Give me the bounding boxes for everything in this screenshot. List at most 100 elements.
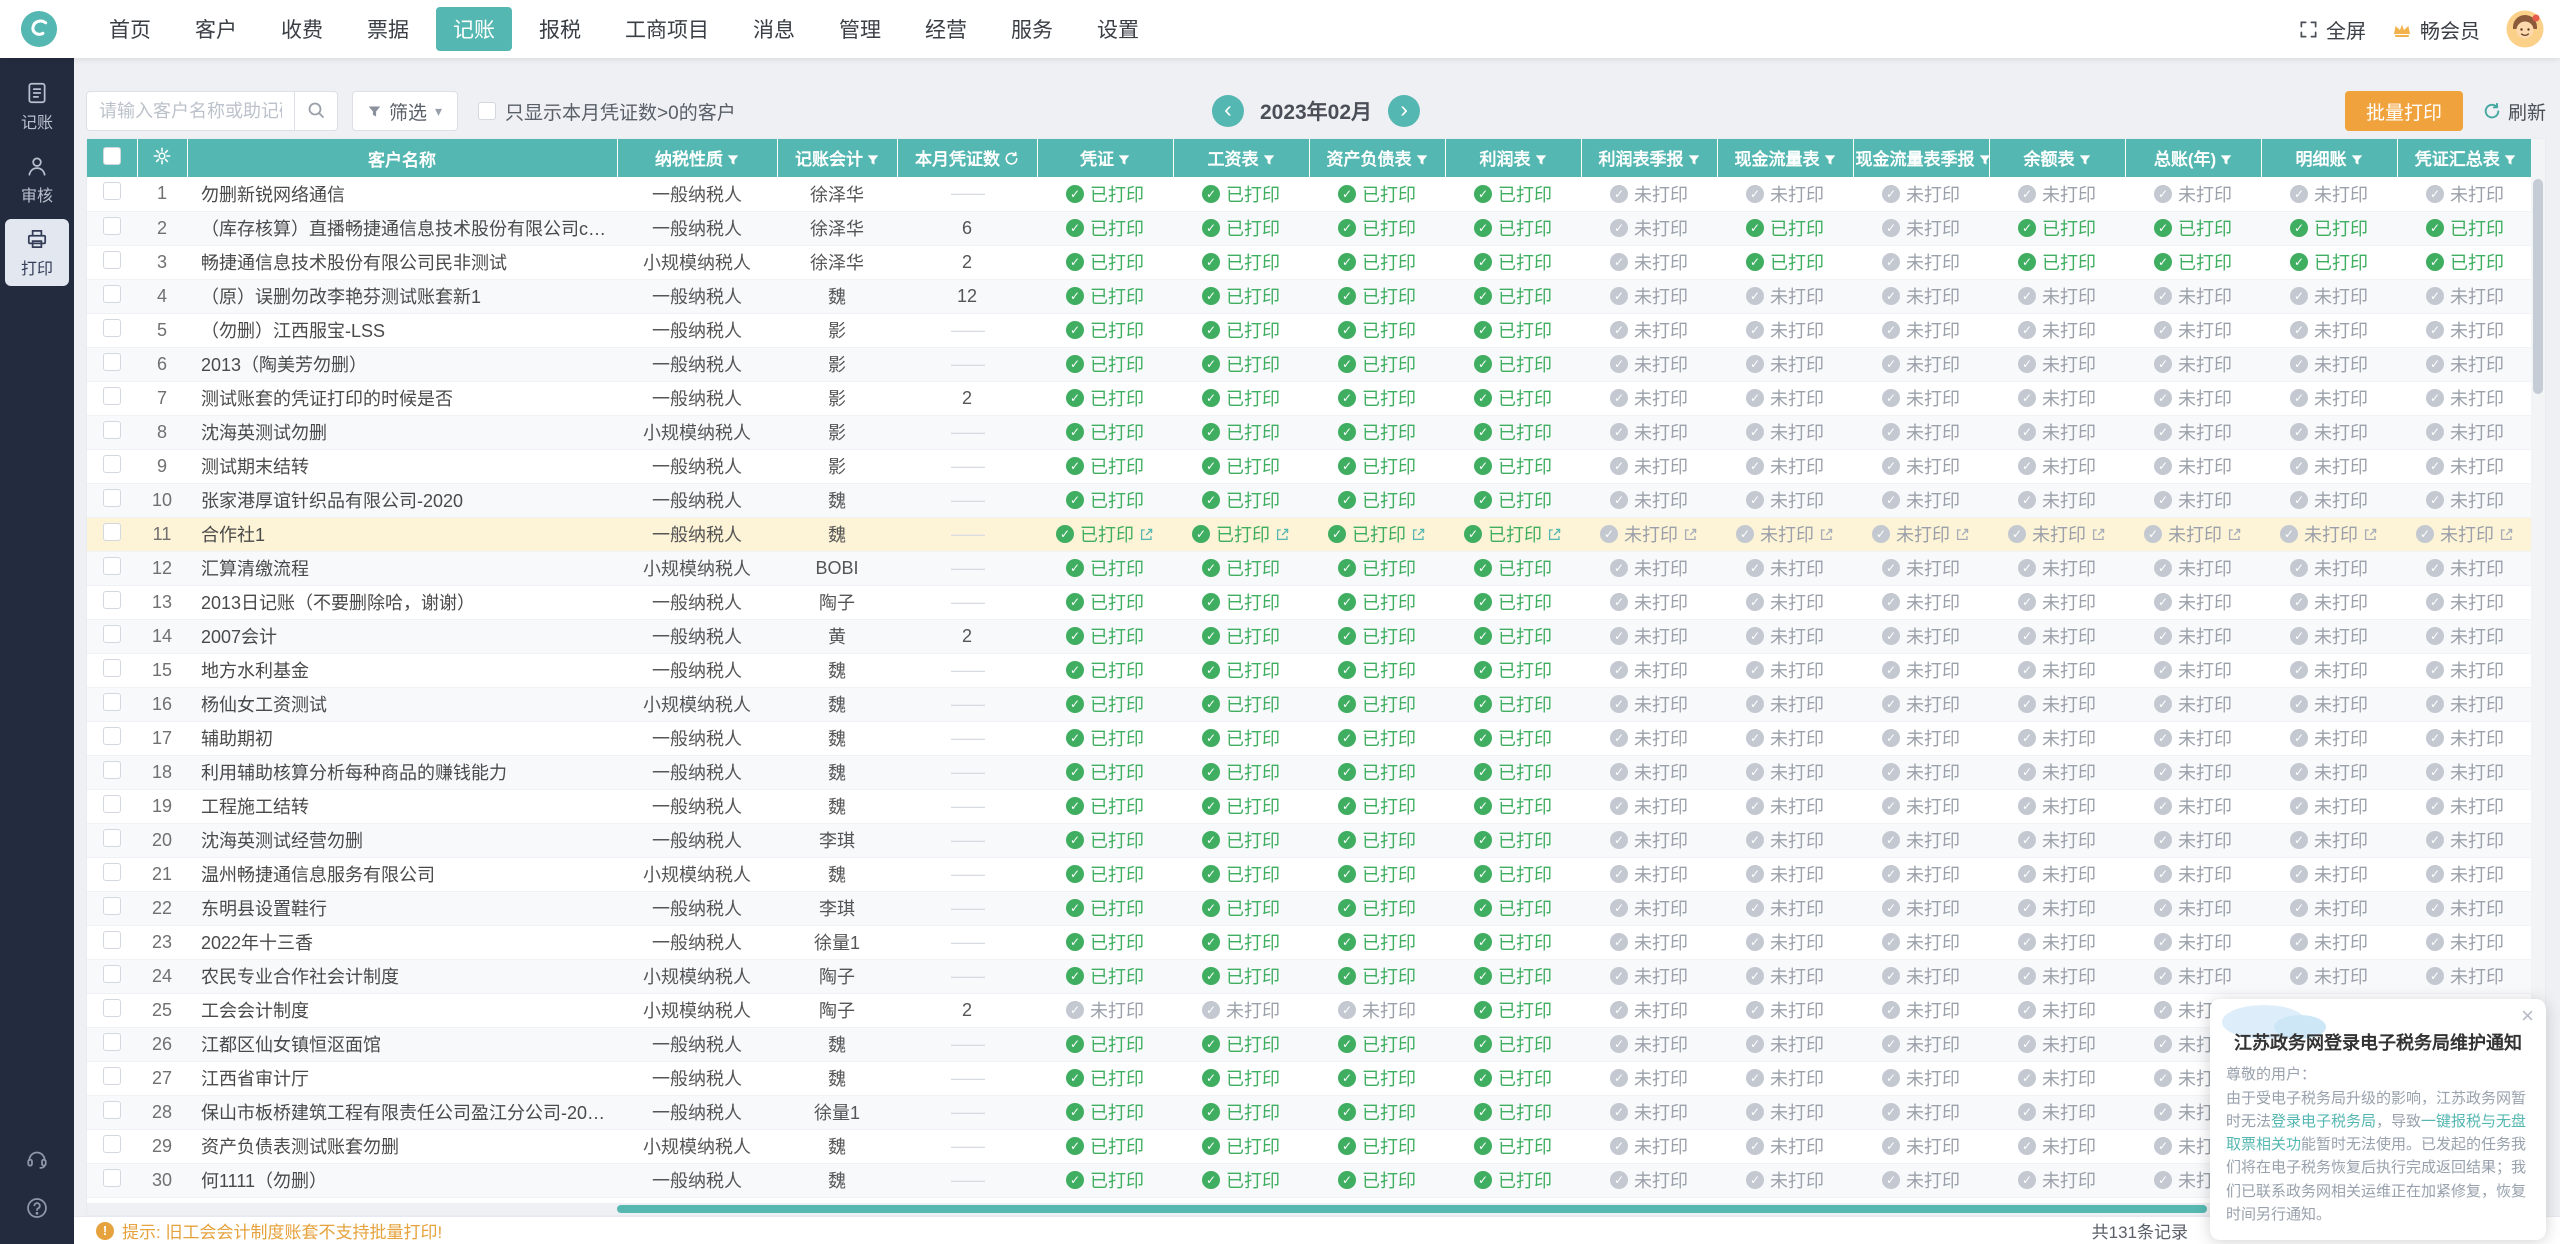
external-link-icon[interactable] [1819,527,1834,542]
column-header-tax-type[interactable]: 纳税性质 [617,139,778,177]
customer-name-cell[interactable]: 沈海英测试经营勿删 [187,823,617,858]
row-select-checkbox[interactable] [87,959,137,994]
status-printed-badge[interactable]: ✓ 已打印 [1328,521,1426,547]
column-header-income-statement-quarterly[interactable]: 利润表季报 [1581,139,1718,177]
customer-name-cell[interactable]: 2013日记账（不要删除哈，谢谢） [187,585,617,620]
row-select-checkbox[interactable] [87,347,137,382]
support-headset-icon[interactable] [25,1146,49,1170]
row-select-checkbox[interactable] [87,687,137,722]
row-select-checkbox[interactable] [87,449,137,484]
column-header-voucher-summary[interactable]: 凭证汇总表 [2397,139,2533,177]
row-select-checkbox[interactable] [87,551,137,586]
customer-name-cell[interactable]: 2013（陶美芳勿删） [187,347,617,382]
filter-icon[interactable] [867,151,879,171]
nav-tab-customers[interactable]: 客户 [195,19,237,42]
column-header-balance-sheet[interactable]: 资产负债表 [1309,139,1446,177]
nav-tab-management[interactable]: 管理 [839,19,881,42]
status-unprinted-badge[interactable]: ✓ 未打印 [1736,521,1834,547]
external-link-icon[interactable] [1275,527,1290,542]
nav-tab-tax-filing[interactable]: 报税 [539,19,581,42]
filter-icon[interactable] [1979,151,1988,171]
column-header-general-ledger-year[interactable]: 总账(年) [2125,139,2262,177]
row-select-checkbox[interactable] [87,993,137,1028]
filter-icon[interactable] [727,151,739,171]
search-input[interactable] [86,91,294,131]
external-link-icon[interactable] [2091,527,2106,542]
customer-name-cell[interactable]: 温州畅捷通信息服务有限公司 [187,857,617,892]
customer-name-cell[interactable]: （原）误删勿改李艳芬测试账套新1 [187,279,617,314]
customer-name-cell[interactable]: 2022年十三香 [187,925,617,960]
row-select-checkbox[interactable] [87,313,137,348]
vertical-scrollbar-thumb[interactable] [2533,179,2543,394]
filter-icon[interactable] [2504,151,2516,171]
customer-name-cell[interactable]: 工程施工结转 [187,789,617,824]
row-select-checkbox[interactable] [87,789,137,824]
external-link-icon[interactable] [1139,527,1154,542]
nav-tab-bookkeeping[interactable]: 记账 [436,7,512,51]
filter-icon[interactable] [2079,151,2091,171]
external-link-icon[interactable] [2499,527,2514,542]
status-unprinted-badge[interactable]: ✓ 未打印 [1872,521,1970,547]
status-printed-badge[interactable]: ✓ 已打印 [1192,521,1290,547]
external-link-icon[interactable] [1411,527,1426,542]
member-button[interactable]: 畅会员 [2392,15,2480,44]
select-all-checkbox[interactable] [87,139,138,177]
external-link-icon[interactable] [1955,527,1970,542]
horizontal-scrollbar-thumb[interactable] [617,1205,2207,1213]
status-unprinted-badge[interactable]: ✓ 未打印 [2008,521,2106,547]
customer-name-cell[interactable]: 勿删新锐网络通信 [187,177,617,212]
filter-icon[interactable] [1118,151,1130,171]
row-select-checkbox[interactable] [87,857,137,892]
column-header-trial-balance[interactable]: 余额表 [1989,139,2126,177]
customer-name-cell[interactable]: 合作社1 [187,517,617,552]
help-icon[interactable] [25,1196,49,1220]
column-header-customer-name[interactable]: 客户名称 [187,139,618,177]
prev-month-button[interactable]: ‹ [1211,95,1244,127]
row-select-checkbox[interactable] [87,721,137,756]
row-select-checkbox[interactable] [87,381,137,416]
sidebar-item-print[interactable]: 打印 [5,219,69,286]
row-select-checkbox[interactable] [87,517,137,552]
row-select-checkbox[interactable] [87,585,137,620]
row-select-checkbox[interactable] [87,1163,137,1198]
row-select-checkbox[interactable] [87,1027,137,1062]
only-with-vouchers-checkbox[interactable]: 只显示本月凭证数>0的客户 [478,98,736,125]
customer-name-cell[interactable]: 何1111（勿删） [187,1163,617,1198]
external-link-icon[interactable] [2363,527,2378,542]
row-select-checkbox[interactable] [87,211,137,246]
sidebar-item-audit[interactable]: 审核 [5,146,69,213]
customer-name-cell[interactable]: 畅捷通信息技术股份有限公司民非测试 [187,245,617,280]
customer-name-cell[interactable]: 工会会计制度 [187,993,617,1028]
refresh-icon[interactable] [1004,151,1019,171]
row-select-checkbox[interactable] [87,823,137,858]
close-icon[interactable]: × [2521,1003,2534,1029]
status-unprinted-badge[interactable]: ✓ 未打印 [1600,521,1698,547]
customer-name-cell[interactable]: 江都区仙女镇恒沤面馆 [187,1027,617,1062]
sidebar-item-bookkeeping[interactable]: 记账 [5,73,69,140]
row-select-checkbox[interactable] [87,1129,137,1164]
customer-name-cell[interactable]: 测试期末结转 [187,449,617,484]
nav-tab-fees[interactable]: 收费 [281,19,323,42]
next-month-button[interactable]: › [1388,95,1421,127]
row-select-checkbox[interactable] [87,619,137,654]
column-header-cash-flow-quarterly[interactable]: 现金流量表季报 [1853,139,1990,177]
row-select-checkbox[interactable] [87,1095,137,1130]
row-select-checkbox[interactable] [87,653,137,688]
nav-tab-operations[interactable]: 经营 [925,19,967,42]
column-header-accountant[interactable]: 记账会计 [777,139,898,177]
column-header-payroll[interactable]: 工资表 [1173,139,1310,177]
status-printed-badge[interactable]: ✓ 已打印 [1056,521,1154,547]
external-link-icon[interactable] [1547,527,1562,542]
column-header-voucher-count[interactable]: 本月凭证数 [897,139,1038,177]
filter-icon[interactable] [2351,151,2363,171]
customer-name-cell[interactable]: （库存核算）直播畅捷通信息技术股份有限公司chanjet（原… [187,211,617,246]
customer-name-cell[interactable]: 农民专业合作社会计制度 [187,959,617,994]
column-header-income-statement[interactable]: 利润表 [1445,139,1582,177]
row-select-checkbox[interactable] [87,925,137,960]
filter-icon[interactable] [1824,151,1836,171]
customer-name-cell[interactable]: 保山市板桥建筑工程有限责任公司盈江分公司-2020(2022061… [187,1095,617,1130]
row-select-checkbox[interactable] [87,483,137,518]
customer-name-cell[interactable]: 江西省审计厅 [187,1061,617,1096]
nav-tab-home[interactable]: 首页 [109,19,151,42]
nav-tab-business-registration[interactable]: 工商项目 [625,19,709,42]
